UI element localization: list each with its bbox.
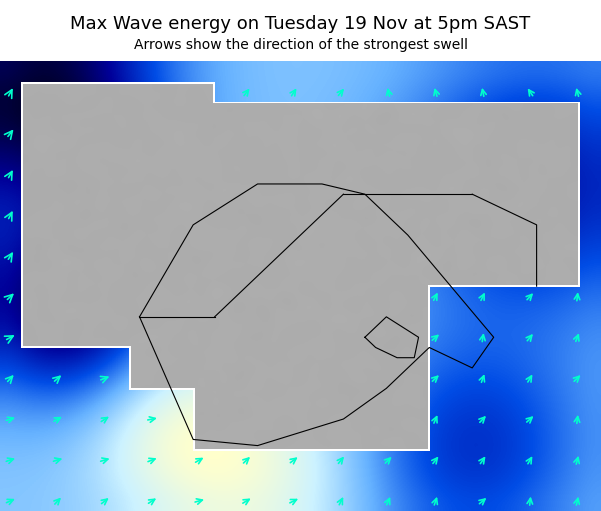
Text: Max Wave energy on Tuesday 19 Nov at 5pm SAST: Max Wave energy on Tuesday 19 Nov at 5pm… bbox=[70, 15, 531, 33]
Text: Arrows show the direction of the strongest swell: Arrows show the direction of the stronge… bbox=[133, 38, 468, 52]
